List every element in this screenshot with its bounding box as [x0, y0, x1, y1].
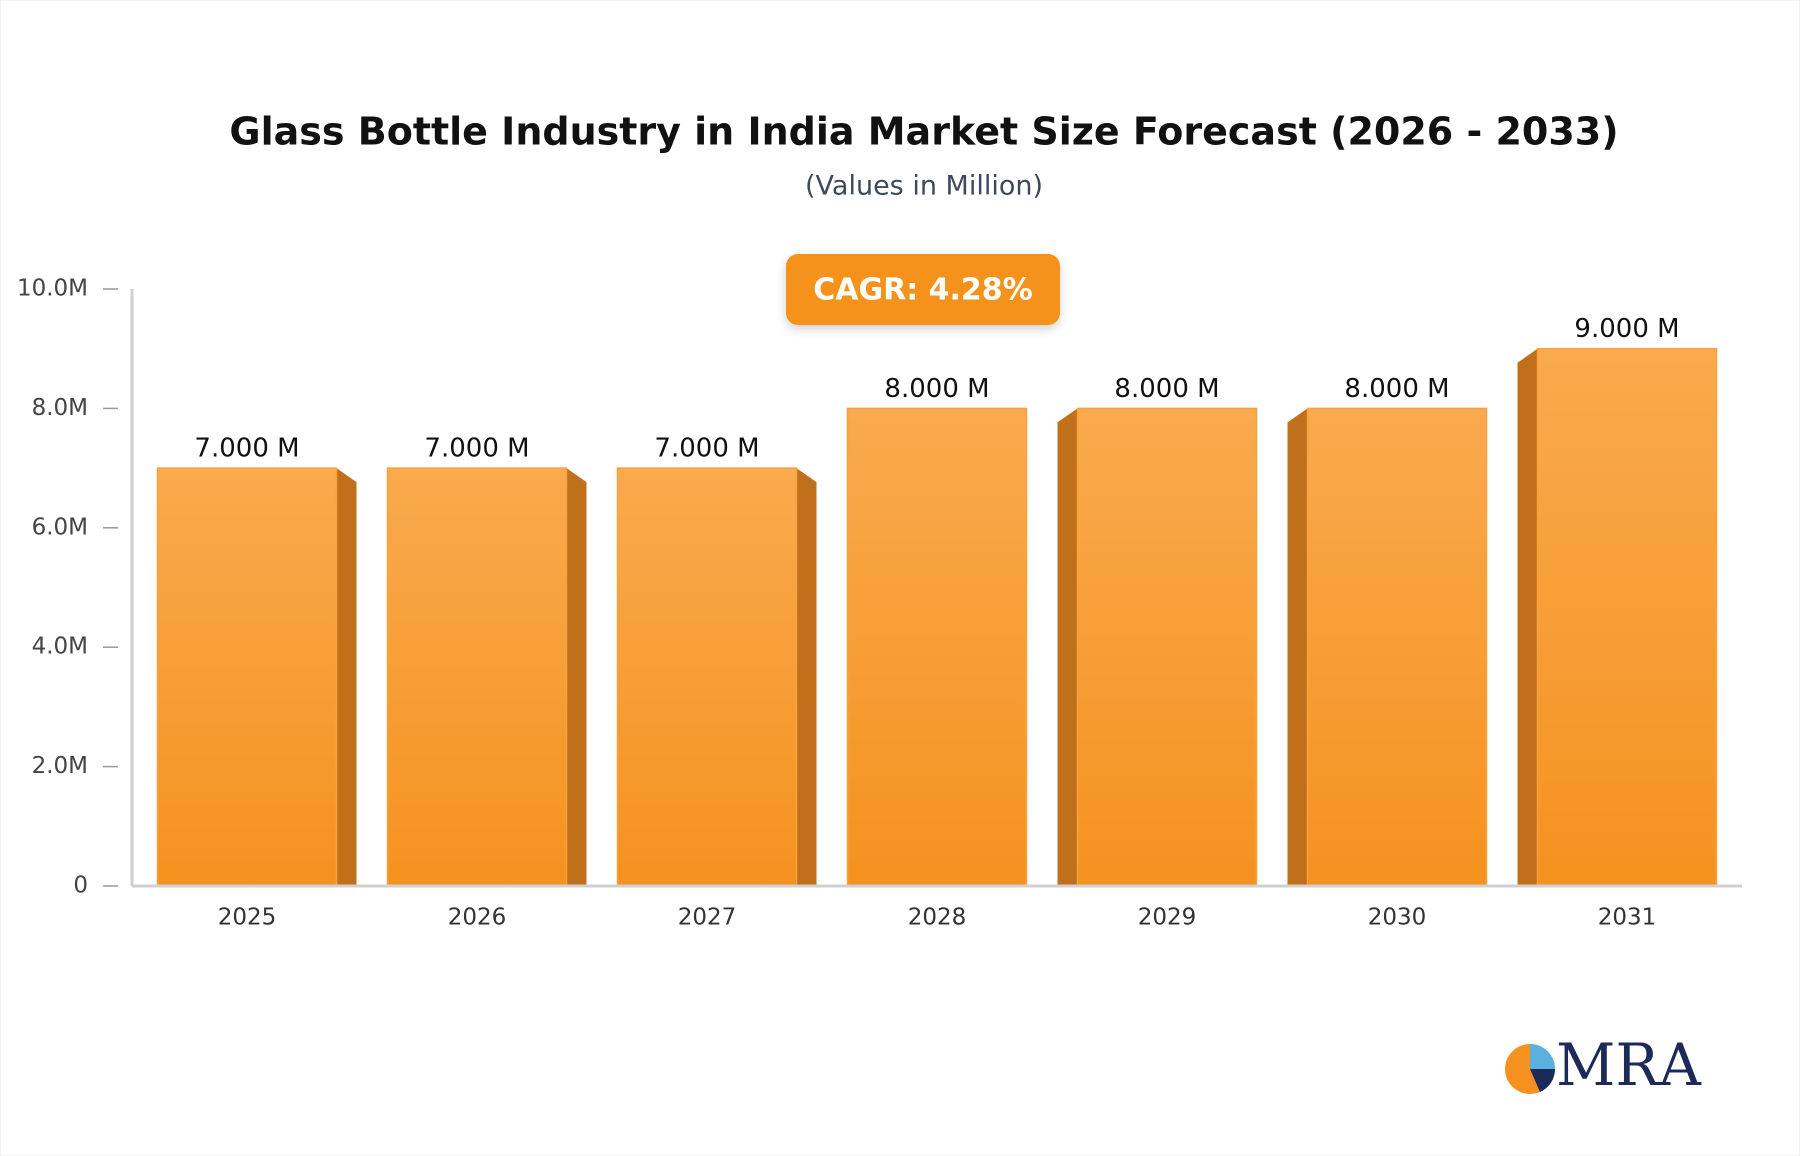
- bar-side: [1287, 408, 1308, 886]
- bar-side: [336, 468, 357, 886]
- cagr-label: CAGR: 4.28%: [813, 273, 1032, 308]
- logo: MRA: [1505, 1031, 1702, 1099]
- x-tick-label: 2027: [678, 905, 737, 931]
- value-label: 7.000 M: [654, 434, 759, 464]
- x-tick-label: 2025: [218, 905, 277, 931]
- logo-text: MRA: [1556, 1031, 1702, 1099]
- value-label: 8.000 M: [1344, 374, 1449, 404]
- y-tick-label: 8.0M: [32, 395, 88, 421]
- bar: [386, 467, 568, 887]
- bar: [1306, 407, 1488, 887]
- x-tick-label: 2029: [1138, 905, 1197, 931]
- x-tick-label: 2028: [908, 905, 967, 931]
- bar-side: [566, 468, 587, 886]
- y-tick-label: 10.0M: [17, 276, 88, 302]
- logo-icon-slice: [1530, 1069, 1556, 1092]
- value-label: 9.000 M: [1574, 314, 1679, 344]
- y-tick-label: 0: [73, 873, 88, 899]
- plot-area: 0 2.0M 4.0M 6.0M 8.0M 10.0M 2025 7.000 M 2026 7.0…: [17, 276, 1742, 931]
- chart-subtitle: (Values in Million): [805, 171, 1043, 202]
- cagr-badge: [786, 254, 1060, 325]
- bar: [616, 467, 798, 887]
- y-tick-label: 2.0M: [32, 753, 88, 779]
- chart-title: Glass Bottle Industry in India Market Si…: [229, 110, 1618, 154]
- value-label: 8.000 M: [1114, 374, 1219, 404]
- bar-side: [1517, 348, 1538, 886]
- bar-side: [796, 468, 817, 886]
- bar: [1536, 347, 1718, 887]
- bar: [846, 407, 1028, 887]
- logo-icon-slice: [1530, 1044, 1555, 1069]
- y-tick-label: 4.0M: [32, 634, 88, 660]
- value-label: 7.000 M: [424, 434, 529, 464]
- y-tick-label: 6.0M: [32, 514, 88, 540]
- value-label: 7.000 M: [194, 434, 299, 464]
- x-tick-label: 2030: [1368, 905, 1427, 931]
- x-tick-label: 2031: [1598, 905, 1657, 931]
- bar: [1076, 407, 1258, 887]
- x-tick-label: 2026: [448, 905, 507, 931]
- bar-side: [1057, 408, 1078, 886]
- value-label: 8.000 M: [884, 374, 989, 404]
- bar: [156, 467, 338, 887]
